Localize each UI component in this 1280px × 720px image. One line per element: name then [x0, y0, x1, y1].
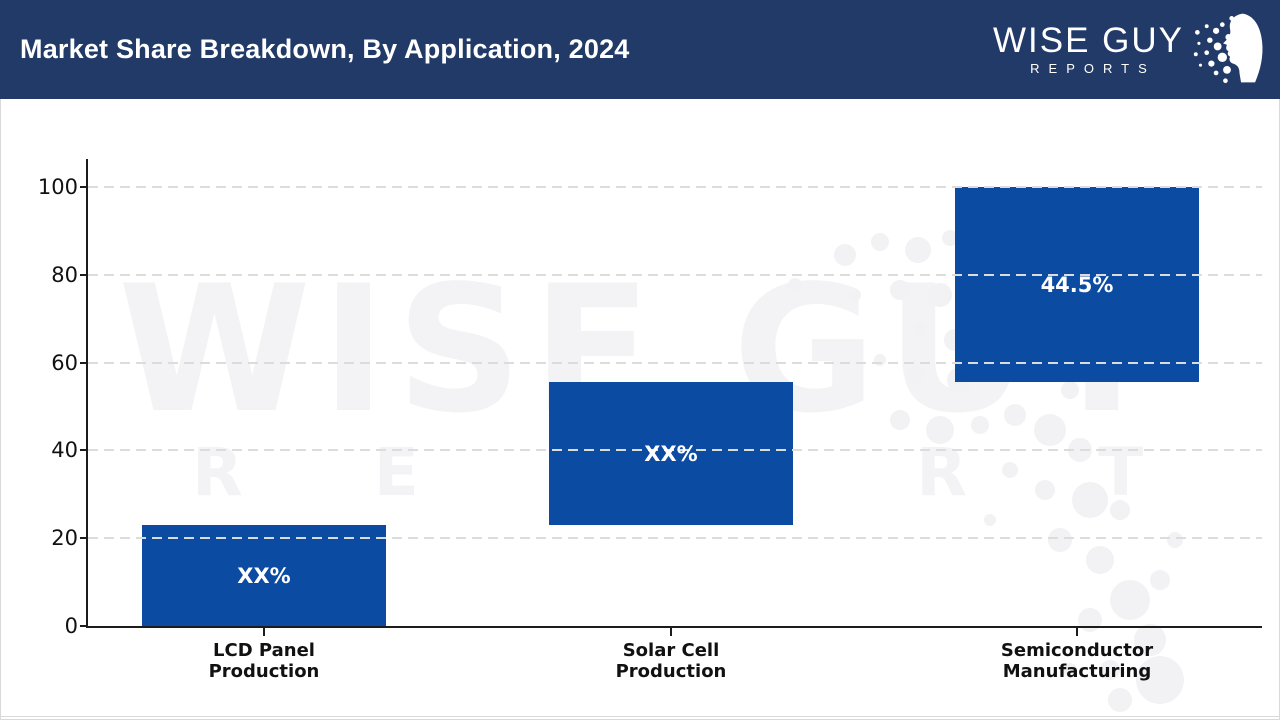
gridline-60	[88, 361, 1262, 364]
brand-logo-text: WISE GUY REPORTS	[993, 23, 1184, 76]
brand-subtitle: REPORTS	[1030, 61, 1156, 76]
category-label: Semiconductor Manufacturing	[1000, 640, 1154, 682]
watermark-dots-face	[760, 200, 1280, 720]
y-tick-80	[80, 273, 88, 276]
category-label: LCD Panel Production	[208, 640, 320, 682]
x-tick-2	[1076, 628, 1078, 636]
brand-logo: WISE GUY REPORTS	[993, 9, 1280, 91]
category-label: Solar Cell Production	[615, 640, 727, 682]
y-tick-60	[80, 361, 88, 364]
gridline-20	[88, 537, 1262, 540]
y-tick-100	[80, 186, 88, 188]
y-tick-label-0: 0	[64, 614, 78, 638]
x-tick-0	[263, 628, 265, 636]
face-profile-icon	[1188, 9, 1266, 91]
y-tick-20	[80, 537, 88, 540]
y-tick-40	[80, 449, 88, 452]
bottom-divider	[0, 716, 1280, 717]
header-bar: Market Share Breakdown, By Application, …	[0, 0, 1280, 99]
y-tick-label-40: 40	[51, 438, 78, 463]
brand-name: WISE GUY	[992, 21, 1184, 60]
bar-segment	[549, 382, 793, 526]
y-tick-label-20: 20	[51, 526, 78, 551]
bar-value-label: 44.5%	[1040, 272, 1114, 297]
y-tick-0	[80, 625, 88, 627]
x-axis-line	[86, 626, 1262, 628]
page-title: Market Share Breakdown, By Application, …	[20, 34, 630, 64]
bar-value-label: XX%	[644, 441, 698, 466]
bar-segment	[142, 525, 386, 626]
gridline-80	[88, 273, 1262, 276]
bar-segment	[955, 187, 1199, 383]
bar-value-label: XX%	[237, 563, 291, 588]
y-axis-line	[86, 159, 88, 628]
y-tick-label-80: 80	[51, 262, 78, 287]
gridline-40	[88, 449, 1262, 452]
gridline-100	[88, 186, 1262, 188]
y-tick-label-60: 60	[51, 350, 78, 375]
x-tick-1	[670, 628, 672, 636]
y-tick-label-100: 100	[37, 175, 78, 199]
